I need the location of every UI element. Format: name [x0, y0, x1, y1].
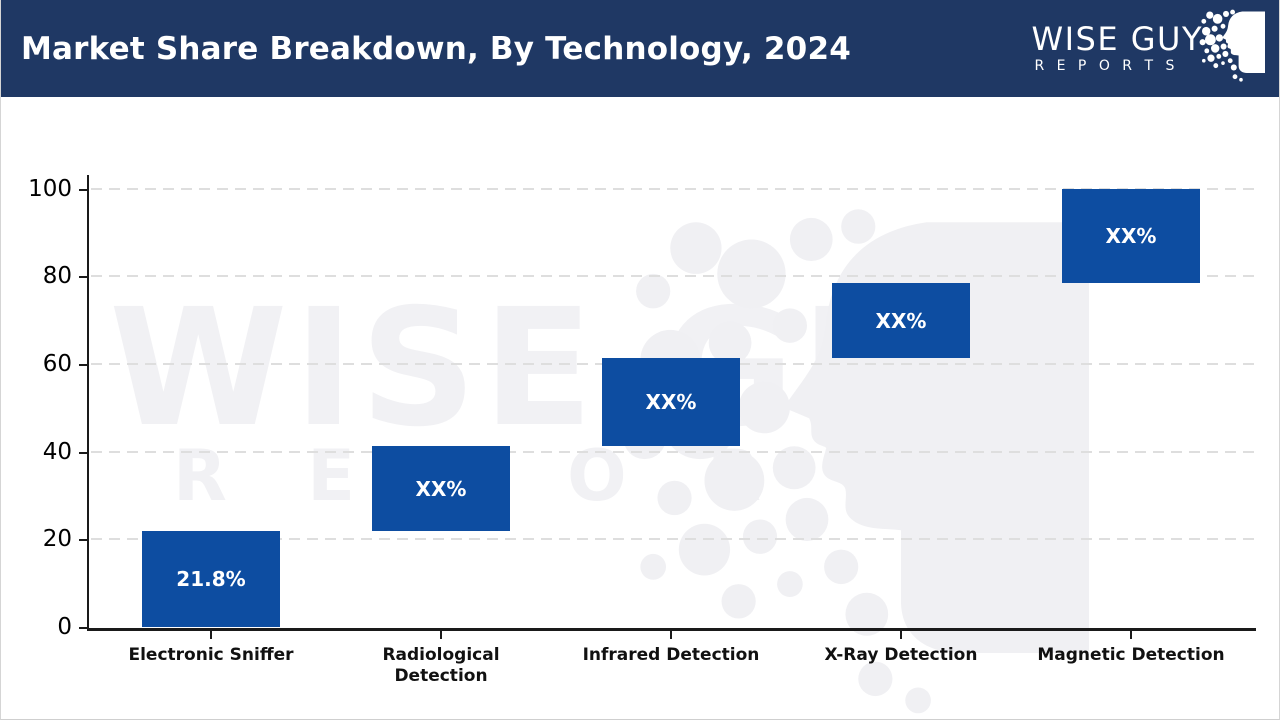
bar-value-label: 21.8% — [176, 567, 246, 592]
x-tick — [670, 631, 672, 639]
y-tick — [79, 363, 87, 366]
x-tick-label: Infrared Detection — [582, 645, 760, 665]
bar: XX% — [602, 358, 740, 447]
gridline — [91, 275, 1256, 278]
bar-chart-plot: 0 20 40 60 80 100 21.8% Electronic Sniffer XX% Ra… — [1, 97, 1279, 719]
y-tick — [79, 451, 87, 454]
x-tick-label: Magnetic Detection — [1037, 645, 1225, 665]
x-tick — [1130, 631, 1132, 639]
y-tick-label: 60 — [42, 350, 72, 377]
bar-value-label: XX% — [875, 308, 927, 333]
y-axis — [87, 175, 89, 630]
x-tick-label: Radiological Detection — [382, 645, 500, 687]
y-tick-label: 20 — [42, 526, 72, 553]
bar: XX% — [372, 446, 510, 532]
wiseguy-logo: WISE GUY R E P O R T S — [1031, 9, 1265, 89]
gridline — [91, 450, 1256, 453]
header-bar: Market Share Breakdown, By Technology, 2… — [1, 0, 1279, 97]
y-tick-label: 100 — [28, 175, 72, 202]
bar-value-label: XX% — [645, 390, 697, 415]
y-tick-label: 40 — [42, 438, 72, 465]
chart-area: WISE GUY R E P O R T S 0 20 40 60 80 100 21.8%… — [1, 97, 1279, 719]
x-axis — [87, 628, 1256, 631]
x-tick — [900, 631, 902, 639]
logo-subtitle: R E P O R T S — [1034, 58, 1179, 74]
x-tick — [210, 631, 212, 639]
bar: 21.8% — [142, 531, 280, 627]
y-tick — [79, 539, 87, 542]
logo-wordmark: WISE GUY — [1031, 20, 1203, 58]
y-tick — [79, 627, 87, 629]
x-tick — [440, 631, 442, 639]
bar-value-label: XX% — [1105, 223, 1157, 248]
gridline — [91, 538, 1256, 541]
bar-value-label: XX% — [415, 476, 467, 501]
x-tick-label: Electronic Sniffer — [128, 645, 294, 665]
bar: XX% — [1062, 188, 1200, 284]
y-tick-label: 80 — [42, 263, 72, 290]
gridline — [91, 187, 1256, 190]
y-tick — [79, 276, 87, 279]
logo-face-icon — [1199, 9, 1265, 82]
bar: XX% — [832, 283, 970, 359]
y-tick — [79, 188, 87, 191]
y-tick-label: 0 — [57, 614, 72, 640]
chart-title: Market Share Breakdown, By Technology, 2… — [21, 30, 851, 67]
x-tick-label: X-Ray Detection — [824, 645, 978, 665]
